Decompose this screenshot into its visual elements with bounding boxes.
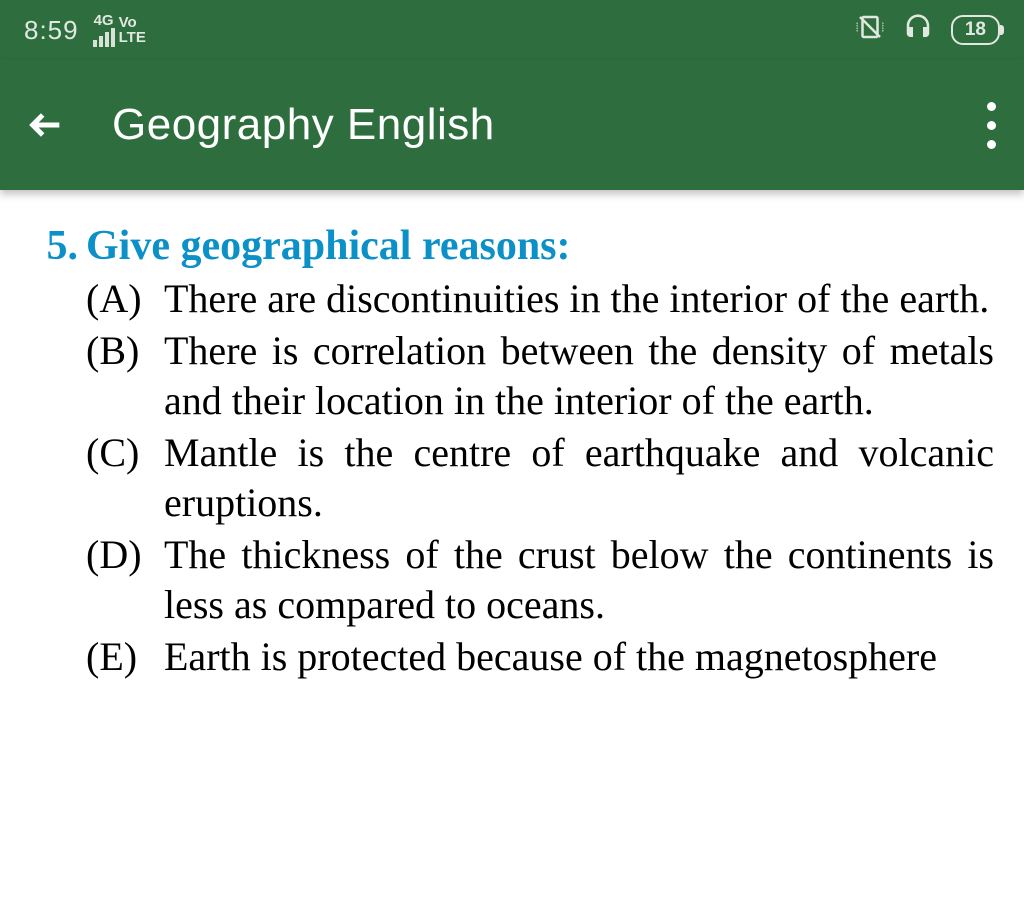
dot-icon [987,140,996,149]
signal-bars-icon [93,28,115,47]
option-item: (D) The thickness of the crust below the… [86,530,994,630]
option-letter: (C) [86,428,164,528]
option-text: Mantle is the centre of earthquake and v… [164,428,994,528]
option-letter: (D) [86,530,164,630]
option-item: (E) Earth is protected because of the ma… [86,632,994,682]
options-list: (A) There are discontinuities in the int… [30,274,994,682]
option-letter: (A) [86,274,164,324]
option-text: Earth is protected because of the magnet… [164,632,994,682]
question-title: Give geographical reasons: [86,222,571,270]
more-menu-button[interactable] [983,94,1000,157]
option-item: (B) There is correlation between the den… [86,326,994,426]
status-right: 18 [855,12,1000,49]
option-text: The thickness of the crust below the con… [164,530,994,630]
option-letter: (B) [86,326,164,426]
battery-indicator: 18 [951,15,1000,45]
clock: 8:59 [24,15,79,46]
question-heading: 5. Give geographical reasons: [30,222,994,270]
dot-icon [987,121,996,130]
dot-icon [987,102,996,111]
app-title: Geography English [112,100,495,150]
vibrate-icon [855,12,885,49]
option-letter: (E) [86,632,164,682]
status-left: 8:59 4G Vo LTE [24,13,146,47]
signal-indicator: 4G Vo LTE [93,13,146,47]
option-item: (C) Mantle is the centre of earthquake a… [86,428,994,528]
option-item: (A) There are discontinuities in the int… [86,274,994,324]
back-button[interactable] [24,103,68,147]
option-text: There are discontinuities in the interio… [164,274,994,324]
option-text: There is correlation between the density… [164,326,994,426]
headset-icon [903,12,933,49]
status-bar: 8:59 4G Vo LTE 18 [0,0,1024,60]
app-bar: Geography English [0,60,1024,190]
question-number: 5. [30,222,86,270]
arrow-left-icon [26,105,66,145]
volte-label: Vo LTE [119,15,146,45]
network-4g-label: 4G [93,13,115,28]
content-area: 5. Give geographical reasons: (A) There … [0,190,1024,682]
